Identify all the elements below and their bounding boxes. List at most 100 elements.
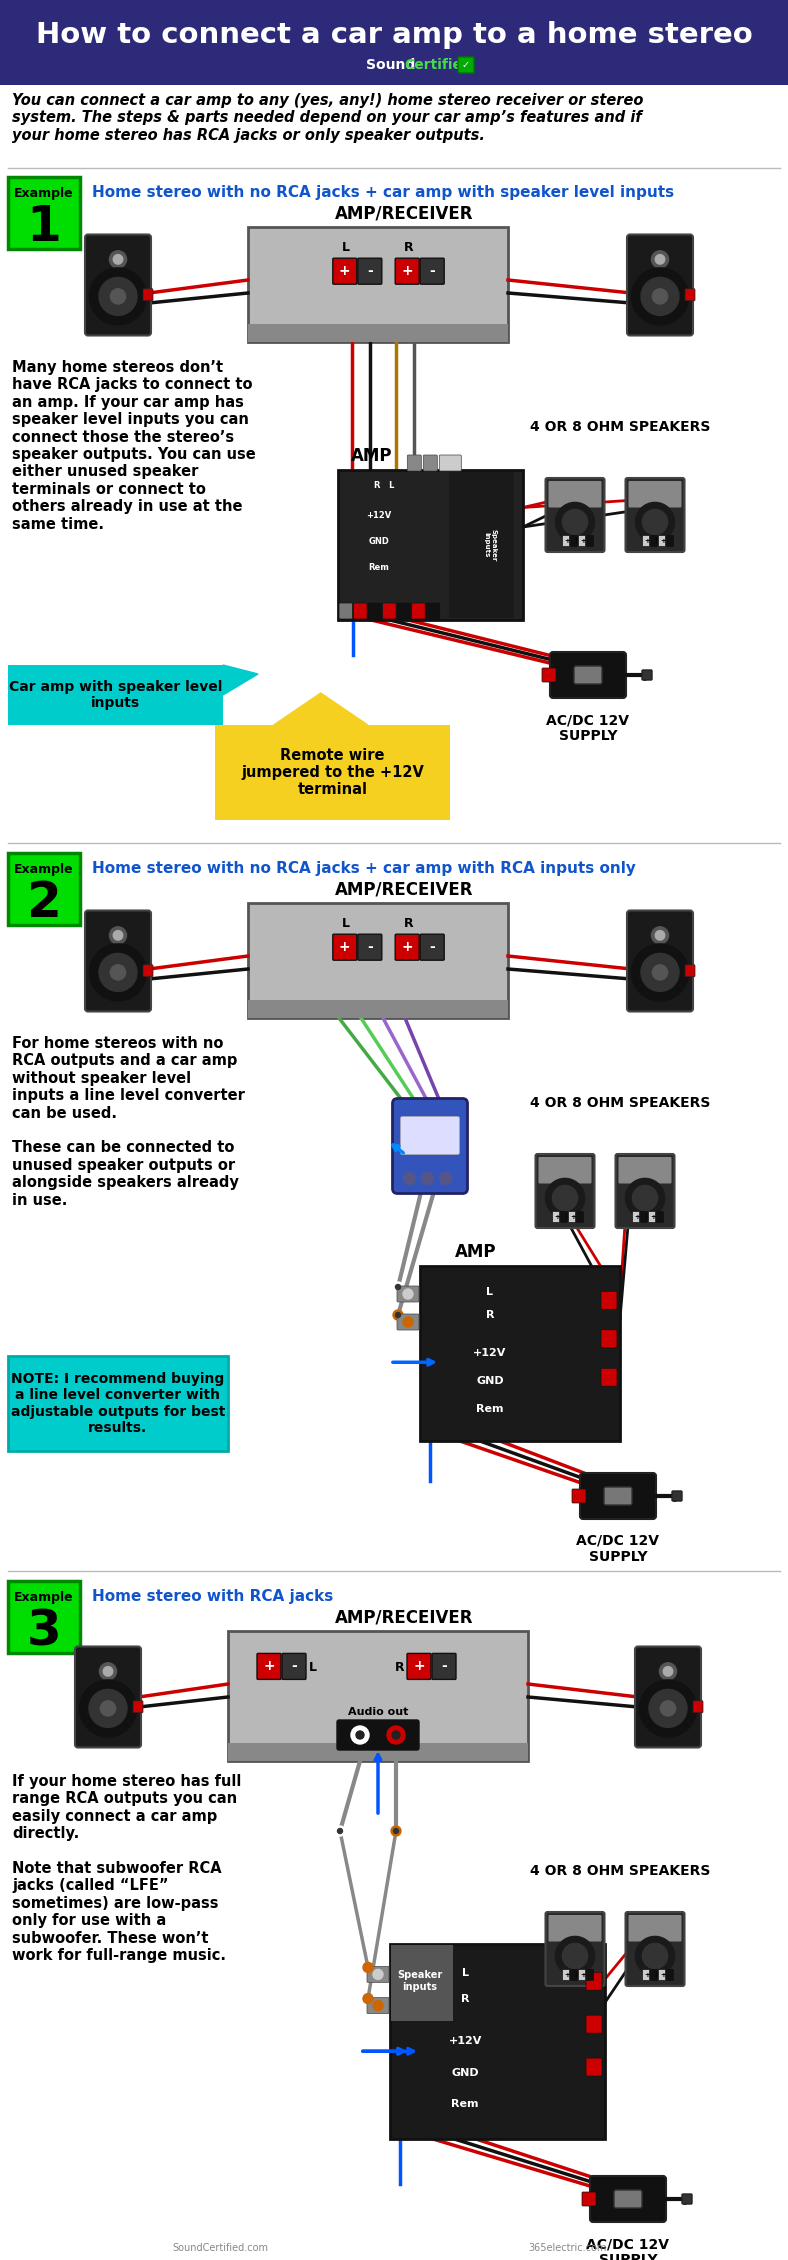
FancyBboxPatch shape <box>396 933 419 960</box>
Text: -: - <box>291 1659 297 1672</box>
FancyBboxPatch shape <box>550 651 626 698</box>
Text: Rem: Rem <box>452 2100 479 2109</box>
Text: L: L <box>309 1661 317 1675</box>
Circle shape <box>100 1702 116 1715</box>
Text: AMP/RECEIVER: AMP/RECEIVER <box>335 1609 474 1625</box>
FancyBboxPatch shape <box>667 1968 674 1980</box>
FancyBboxPatch shape <box>563 536 570 547</box>
FancyBboxPatch shape <box>75 1648 141 1747</box>
FancyBboxPatch shape <box>614 2190 642 2208</box>
FancyBboxPatch shape <box>586 2059 602 2077</box>
Circle shape <box>99 1663 117 1679</box>
Circle shape <box>642 1944 667 1968</box>
Circle shape <box>103 1666 113 1677</box>
Text: +: + <box>634 1214 640 1220</box>
Circle shape <box>660 1702 675 1715</box>
Circle shape <box>626 1177 664 1218</box>
Text: -: - <box>429 940 435 954</box>
FancyBboxPatch shape <box>228 1632 528 1761</box>
Text: Sound: Sound <box>366 59 415 72</box>
Text: 1: 1 <box>27 203 61 251</box>
Text: R: R <box>396 1661 405 1675</box>
Text: 4 OR 8 OHM SPEAKERS: 4 OR 8 OHM SPEAKERS <box>530 1096 710 1110</box>
Text: +: + <box>580 538 586 545</box>
Circle shape <box>663 1666 673 1677</box>
FancyBboxPatch shape <box>659 1968 666 1980</box>
Text: +: + <box>580 1973 586 1978</box>
Text: +12V: +12V <box>366 511 392 520</box>
Text: +: + <box>564 1973 570 1978</box>
FancyBboxPatch shape <box>693 1702 703 1713</box>
Text: AMP: AMP <box>351 447 392 466</box>
Circle shape <box>633 1186 658 1211</box>
FancyBboxPatch shape <box>333 933 357 960</box>
Text: 365electric.com: 365electric.com <box>528 2242 607 2253</box>
FancyBboxPatch shape <box>641 1211 648 1223</box>
Circle shape <box>552 1186 578 1211</box>
Text: +: + <box>413 1659 425 1672</box>
FancyBboxPatch shape <box>659 536 666 547</box>
Circle shape <box>391 1826 401 1835</box>
FancyBboxPatch shape <box>133 1702 143 1713</box>
FancyBboxPatch shape <box>586 1973 602 1991</box>
Text: AMP: AMP <box>455 1243 496 1261</box>
FancyBboxPatch shape <box>85 911 151 1012</box>
Text: +: + <box>401 940 413 954</box>
FancyBboxPatch shape <box>248 904 508 1017</box>
Text: If your home stereo has full
range RCA outputs you can
easily connect a car amp
: If your home stereo has full range RCA o… <box>12 1774 241 1964</box>
Circle shape <box>631 269 689 325</box>
FancyBboxPatch shape <box>248 226 508 341</box>
FancyBboxPatch shape <box>396 258 419 285</box>
FancyBboxPatch shape <box>656 1211 663 1223</box>
Text: +: + <box>644 538 650 545</box>
FancyBboxPatch shape <box>571 1968 578 1980</box>
Circle shape <box>335 1826 345 1835</box>
Circle shape <box>631 945 689 1001</box>
FancyBboxPatch shape <box>8 1356 228 1451</box>
FancyBboxPatch shape <box>582 2192 596 2206</box>
FancyBboxPatch shape <box>548 481 601 508</box>
FancyBboxPatch shape <box>439 454 461 470</box>
Polygon shape <box>273 694 368 725</box>
Text: Speaker
inputs: Speaker inputs <box>397 1971 443 1991</box>
FancyBboxPatch shape <box>619 1157 671 1184</box>
FancyBboxPatch shape <box>8 852 80 924</box>
Text: -: - <box>367 264 373 278</box>
Text: For home stereos with no
RCA outputs and a car amp
without speaker level
inputs : For home stereos with no RCA outputs and… <box>12 1035 245 1207</box>
FancyBboxPatch shape <box>552 1211 559 1223</box>
FancyBboxPatch shape <box>685 965 695 976</box>
FancyBboxPatch shape <box>545 479 604 551</box>
FancyBboxPatch shape <box>667 536 674 547</box>
FancyBboxPatch shape <box>8 664 223 725</box>
Text: You can connect a car amp to any (yes, any!) home stereo receiver or stereo
syst: You can connect a car amp to any (yes, a… <box>12 93 643 142</box>
FancyBboxPatch shape <box>572 1489 586 1503</box>
Text: L: L <box>342 242 350 253</box>
FancyBboxPatch shape <box>423 454 437 470</box>
FancyBboxPatch shape <box>601 1290 617 1309</box>
FancyBboxPatch shape <box>392 1098 467 1193</box>
Circle shape <box>642 508 667 536</box>
Text: Home stereo with no RCA jacks + car amp with speaker level inputs: Home stereo with no RCA jacks + car amp … <box>92 185 674 199</box>
Polygon shape <box>223 664 258 696</box>
FancyBboxPatch shape <box>449 472 514 617</box>
FancyBboxPatch shape <box>642 536 649 547</box>
Text: +: + <box>339 264 351 278</box>
Text: Car amp with speaker level
inputs: Car amp with speaker level inputs <box>9 680 222 710</box>
Circle shape <box>563 1944 588 1968</box>
FancyBboxPatch shape <box>542 669 556 683</box>
FancyBboxPatch shape <box>536 1155 594 1227</box>
Text: +: + <box>570 1214 576 1220</box>
FancyBboxPatch shape <box>574 667 602 685</box>
FancyBboxPatch shape <box>282 1654 306 1679</box>
Text: GND: GND <box>368 538 389 547</box>
Circle shape <box>387 1727 405 1745</box>
FancyBboxPatch shape <box>432 1654 456 1679</box>
FancyBboxPatch shape <box>580 1474 656 1519</box>
FancyBboxPatch shape <box>407 1654 431 1679</box>
Text: |: | <box>654 538 656 545</box>
Text: |: | <box>563 1214 567 1220</box>
Circle shape <box>113 931 123 940</box>
FancyBboxPatch shape <box>568 1211 575 1223</box>
Text: R: R <box>485 1311 494 1320</box>
Text: Rem: Rem <box>476 1403 504 1415</box>
